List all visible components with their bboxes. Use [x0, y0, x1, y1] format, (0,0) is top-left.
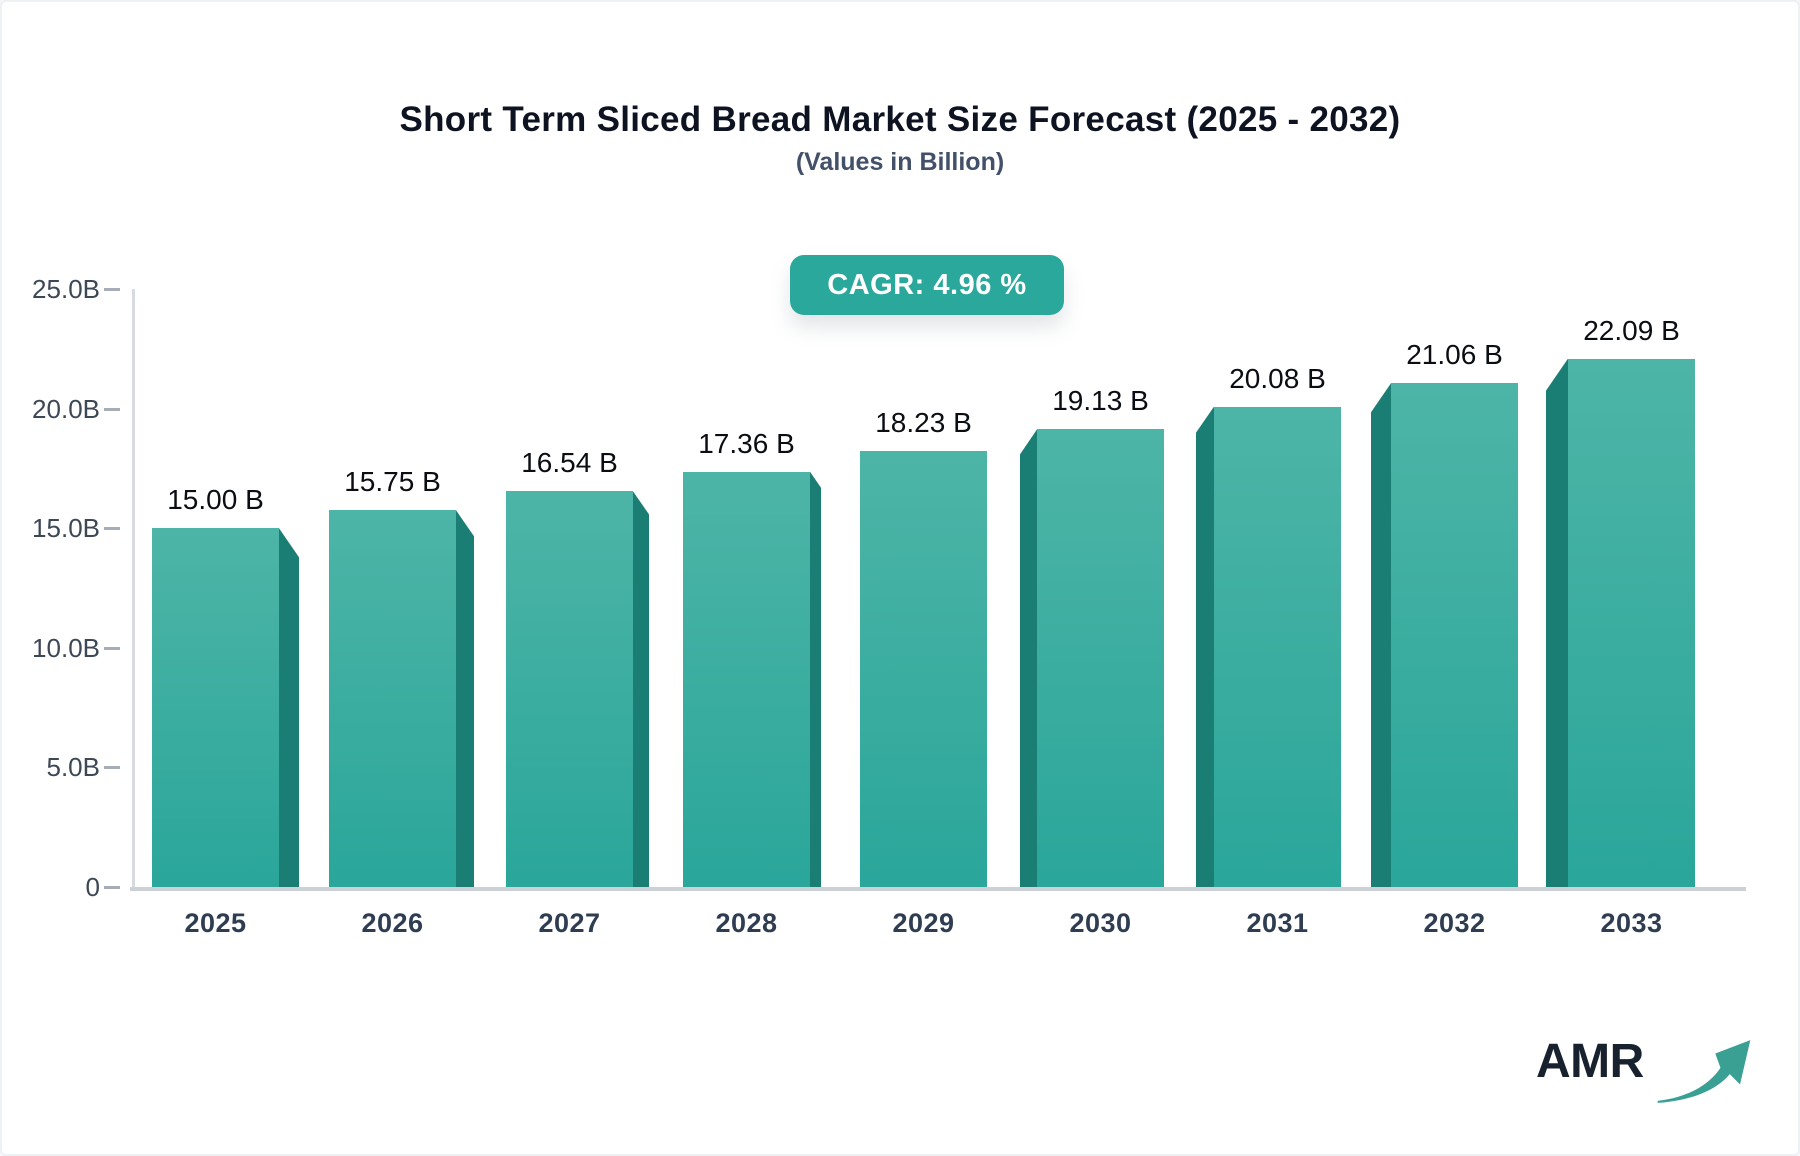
x-tick-label: 2028 — [715, 908, 778, 938]
bar-2032 — [1391, 383, 1518, 887]
bar-side-face — [1546, 358, 1568, 887]
bar-side-face — [279, 528, 299, 887]
bar-side-face — [1196, 406, 1214, 887]
y-tick-mark — [104, 886, 120, 889]
y-tick-mark — [104, 407, 120, 411]
bar-2028 — [683, 471, 810, 887]
x-tick-label: 2033 — [1600, 908, 1663, 938]
amr-logo-text: AMR — [1536, 1035, 1644, 1088]
x-tick-label: 2032 — [1423, 908, 1486, 938]
bar-2027 — [506, 491, 633, 887]
y-tick-label: 15.0B — [32, 513, 100, 544]
y-axis-line — [132, 289, 135, 891]
cagr-badge-label: CAGR: 4.96 % — [827, 268, 1027, 301]
bar-value-label: 21.06 B — [1406, 339, 1503, 371]
y-tick-label: 0 — [85, 872, 100, 902]
y-tick-mark — [104, 646, 120, 650]
y-tick-mark — [104, 527, 120, 531]
bar-value-label: 18.23 B — [875, 406, 972, 438]
bar-side-face — [456, 510, 474, 887]
x-axis-line — [130, 887, 1746, 891]
y-tick-label: 25.0B — [32, 274, 100, 304]
bar-2025 — [152, 528, 279, 887]
x-tick-label: 2029 — [892, 908, 955, 938]
bar-value-label: 15.75 B — [344, 466, 441, 498]
bar-2033 — [1568, 358, 1695, 887]
y-tick-mark — [104, 288, 120, 291]
growth-arrow-icon — [1657, 1040, 1751, 1103]
x-tick-label: 2030 — [1069, 908, 1132, 938]
x-tick-label: 2025 — [184, 908, 247, 938]
bar-2030 — [1037, 429, 1164, 887]
y-tick-label: 5.0B — [46, 752, 101, 783]
bar-side-face — [810, 471, 821, 887]
bar-value-label: 17.36 B — [698, 427, 795, 459]
bar-2026 — [329, 510, 456, 887]
bar-side-face — [633, 491, 649, 887]
bar-value-label: 22.09 B — [1583, 314, 1680, 346]
x-tick-label: 2027 — [538, 908, 601, 938]
chart-subtitle: (Values in Billion) — [795, 148, 1005, 176]
amr-logo: AMR — [1536, 1034, 1756, 1114]
bar-value-label: 20.08 B — [1229, 362, 1326, 394]
y-tick-label: 20.0B — [32, 393, 100, 424]
bar-side-face — [1020, 429, 1037, 887]
chart-title: Short Term Sliced Bread Market Size Fore… — [399, 100, 1401, 139]
bar-value-label: 19.13 B — [1052, 385, 1149, 417]
x-tick-label: 2031 — [1246, 908, 1309, 938]
bar-value-label: 16.54 B — [521, 447, 618, 479]
bar-value-label: 15.00 B — [167, 484, 264, 516]
bar-side-face — [1371, 383, 1391, 887]
bar-2029 — [860, 450, 987, 887]
bar-2031 — [1214, 406, 1341, 887]
y-tick-mark — [104, 766, 120, 770]
x-tick-label: 2026 — [361, 908, 424, 938]
cagr-badge: CAGR: 4.96 % — [790, 255, 1064, 315]
y-tick-label: 10.0B — [32, 632, 100, 663]
